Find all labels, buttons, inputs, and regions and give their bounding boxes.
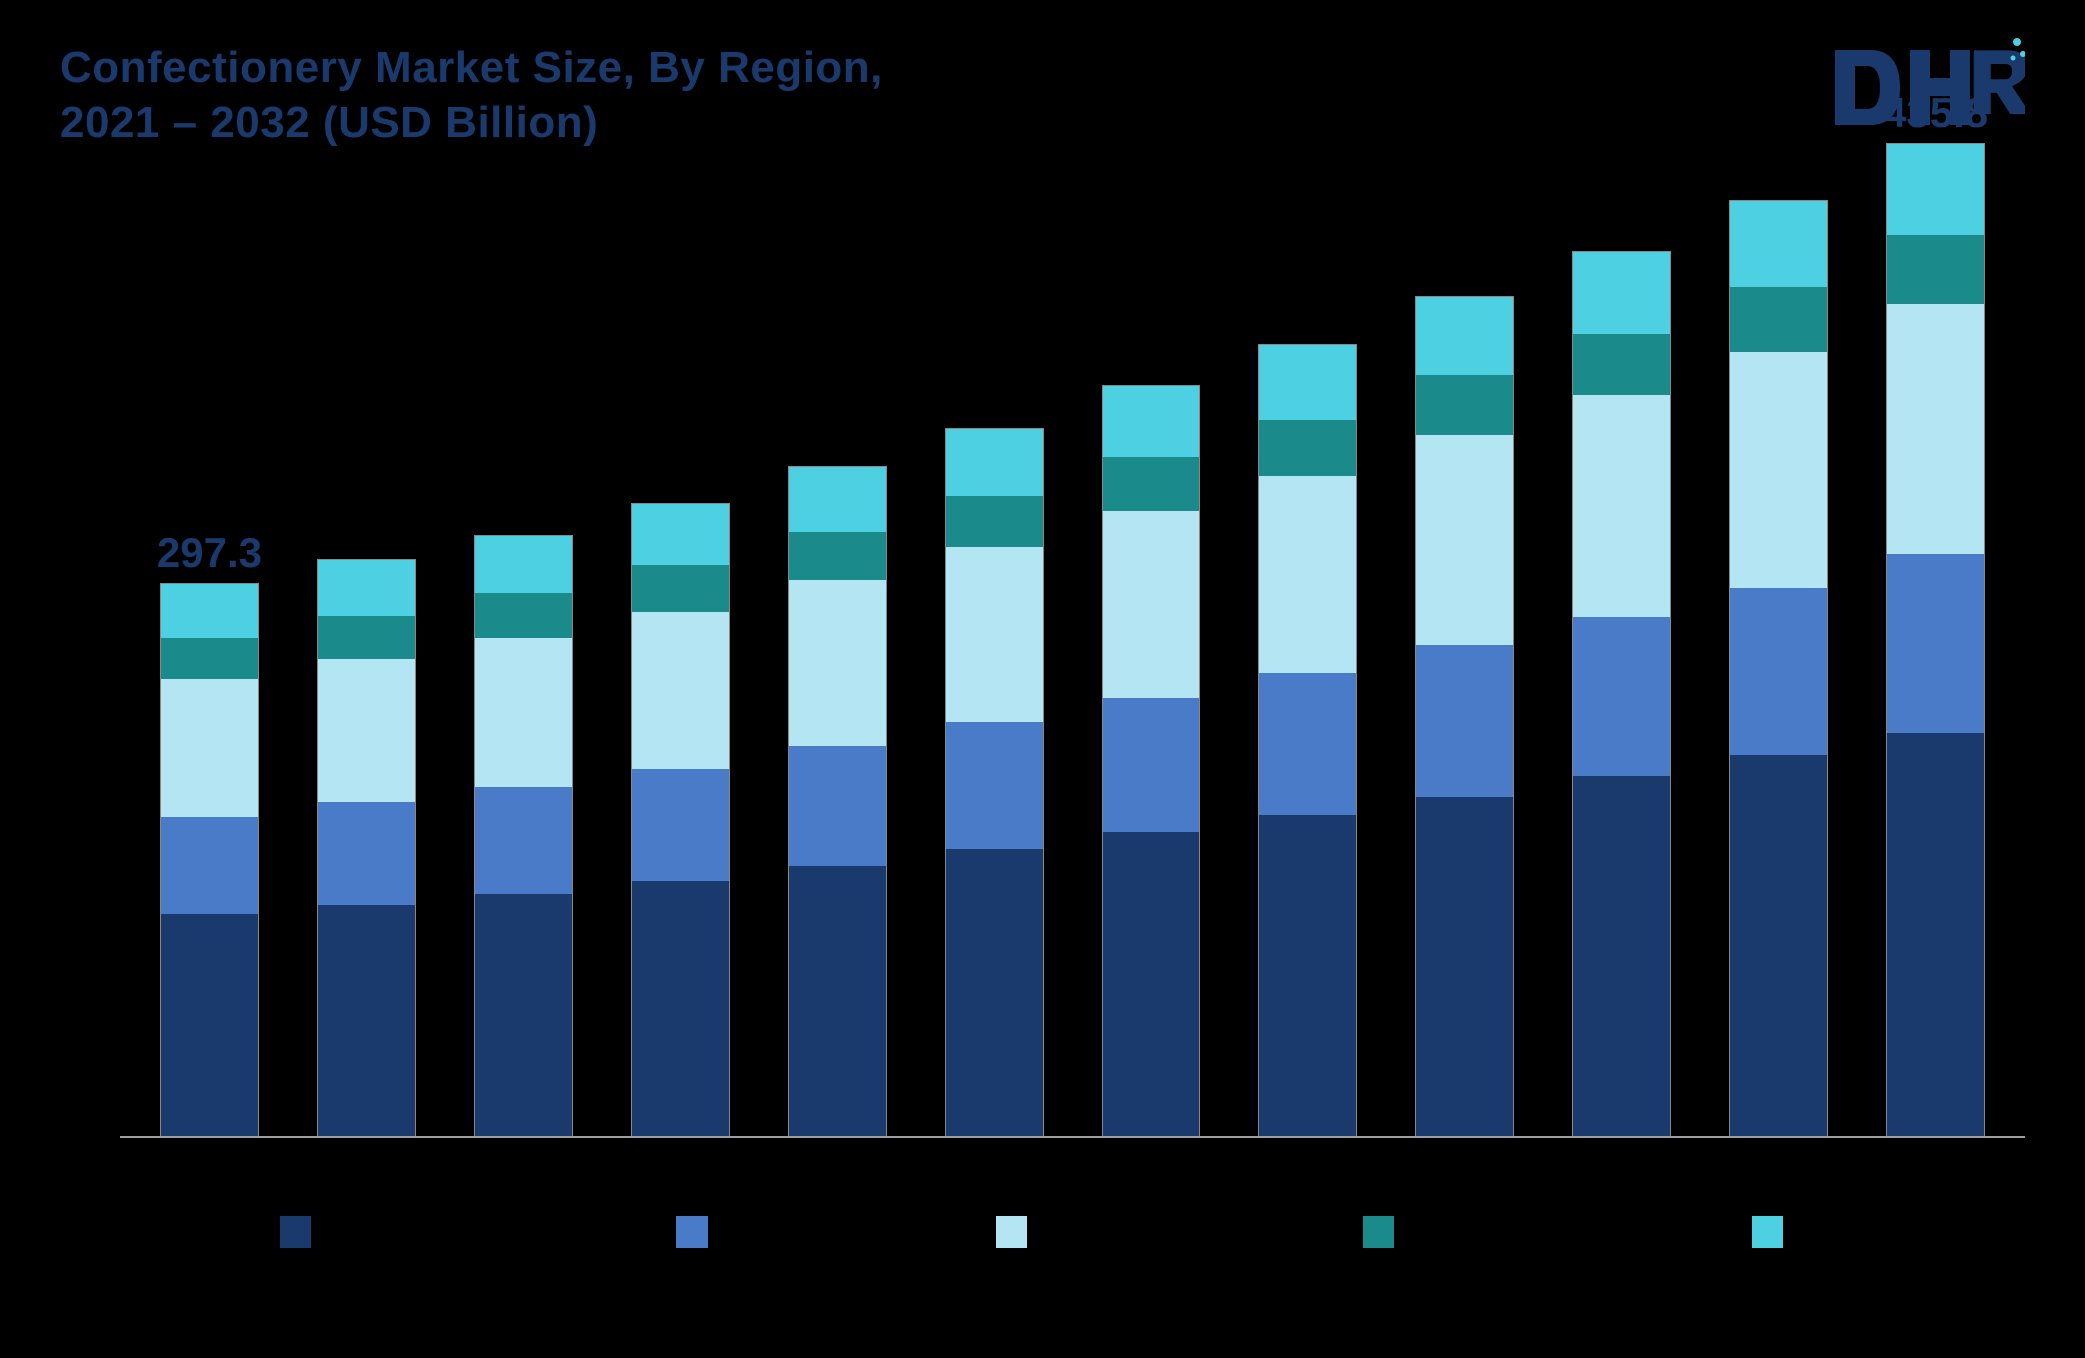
segment-europe	[1573, 617, 1670, 776]
segment-europe	[789, 746, 886, 865]
bar-2023	[474, 535, 573, 1138]
segment-middle-east-africa	[1730, 201, 1827, 287]
segment-asia-pacific	[1887, 304, 1984, 554]
segment-asia-pacific	[161, 679, 258, 817]
segment-europe	[475, 787, 572, 893]
segment-latin-america	[1416, 375, 1513, 435]
bar-2021: 297.3	[160, 583, 259, 1138]
segment-north-america	[161, 914, 258, 1138]
segment-middle-east-africa	[632, 504, 729, 566]
segment-latin-america	[1887, 235, 1984, 304]
segment-europe	[318, 802, 415, 905]
segment-north-america	[1259, 815, 1356, 1138]
segment-europe	[946, 722, 1043, 849]
segment-north-america	[632, 881, 729, 1138]
segment-north-america	[1416, 797, 1513, 1138]
legend-item-latin-america: Latin America	[1363, 1201, 1562, 1263]
segment-middle-east-africa	[1103, 386, 1200, 457]
segment-middle-east-africa	[1887, 144, 1984, 235]
chart-legend: North America Europe Asia Pacific Latin Ame…	[280, 1201, 2025, 1263]
segment-asia-pacific	[632, 612, 729, 769]
value-label: 435.8	[1883, 89, 1988, 137]
bar-2022	[317, 559, 416, 1138]
segment-asia-pacific	[946, 547, 1043, 722]
legend-label: Middle East & Africa	[1797, 1201, 2025, 1263]
value-label: 297.3	[157, 529, 262, 577]
segment-middle-east-africa	[475, 536, 572, 594]
legend-swatch-icon	[676, 1216, 708, 1248]
segment-north-america	[789, 866, 886, 1138]
segment-europe	[161, 817, 258, 914]
x-axis-line	[120, 1136, 2025, 1138]
chart-plot-area: 297.3435.8	[120, 260, 2025, 1138]
segment-latin-america	[318, 616, 415, 659]
legend-swatch-icon	[280, 1216, 311, 1248]
segment-north-america	[475, 894, 572, 1138]
bar-2032: 435.8	[1886, 143, 1985, 1138]
segment-asia-pacific	[318, 659, 415, 803]
bar-2027	[1102, 385, 1201, 1138]
segment-asia-pacific	[1416, 435, 1513, 646]
bar-2028	[1258, 344, 1357, 1138]
legend-item-asia-pacific: Asia Pacific	[996, 1201, 1173, 1263]
chart-title: Confectionery Market Size, By Region, 20…	[60, 40, 960, 150]
bar-group: 297.3435.8	[120, 260, 2025, 1138]
segment-latin-america	[161, 638, 258, 679]
segment-europe	[1259, 673, 1356, 815]
segment-north-america	[946, 849, 1043, 1138]
segment-north-america	[1573, 776, 1670, 1138]
segment-latin-america	[789, 532, 886, 580]
segment-latin-america	[475, 593, 572, 638]
bar-2025	[788, 466, 887, 1139]
title-line-1: Confectionery Market Size, By Region,	[60, 40, 960, 95]
segment-middle-east-africa	[1573, 252, 1670, 334]
segment-europe	[1887, 554, 1984, 733]
segment-north-america	[1887, 733, 1984, 1138]
legend-label: Europe	[722, 1217, 806, 1248]
segment-middle-east-africa	[946, 429, 1043, 496]
legend-label: Latin America	[1408, 1201, 1562, 1263]
segment-asia-pacific	[1259, 476, 1356, 674]
legend-label: North America	[325, 1201, 486, 1263]
segment-europe	[1103, 698, 1200, 832]
segment-asia-pacific	[1573, 395, 1670, 617]
segment-middle-east-africa	[789, 467, 886, 532]
segment-latin-america	[1103, 457, 1200, 511]
segment-latin-america	[946, 496, 1043, 546]
segment-europe	[1416, 645, 1513, 796]
bar-2030	[1572, 251, 1671, 1138]
bar-2029	[1415, 296, 1514, 1139]
legend-item-north-america: North America	[280, 1201, 486, 1263]
segment-asia-pacific	[475, 638, 572, 787]
legend-item-middle-east-africa: Middle East & Africa	[1752, 1201, 2025, 1263]
segment-north-america	[1730, 755, 1827, 1138]
segment-latin-america	[1259, 420, 1356, 476]
chart-container: Confectionery Market Size, By Region, 20…	[0, 0, 2085, 1358]
segment-latin-america	[1730, 287, 1827, 352]
title-line-2: 2021 – 2032 (USD Billion)	[60, 95, 960, 150]
segment-north-america	[318, 905, 415, 1138]
legend-label: Asia Pacific	[1041, 1201, 1172, 1263]
legend-swatch-icon	[996, 1216, 1027, 1248]
legend-swatch-icon	[1363, 1216, 1394, 1248]
segment-asia-pacific	[1103, 511, 1200, 698]
segment-europe	[1730, 588, 1827, 756]
segment-asia-pacific	[789, 580, 886, 746]
legend-item-europe: Europe	[676, 1216, 806, 1248]
segment-europe	[632, 769, 729, 881]
segment-asia-pacific	[1730, 352, 1827, 587]
segment-north-america	[1103, 832, 1200, 1138]
segment-latin-america	[632, 565, 729, 612]
segment-middle-east-africa	[1259, 345, 1356, 420]
segment-latin-america	[1573, 334, 1670, 396]
bar-2031	[1729, 200, 1828, 1138]
segment-middle-east-africa	[318, 560, 415, 616]
segment-middle-east-africa	[1416, 297, 1513, 375]
bar-2026	[945, 428, 1044, 1138]
legend-swatch-icon	[1752, 1216, 1783, 1248]
segment-middle-east-africa	[161, 584, 258, 639]
bar-2024	[631, 503, 730, 1138]
